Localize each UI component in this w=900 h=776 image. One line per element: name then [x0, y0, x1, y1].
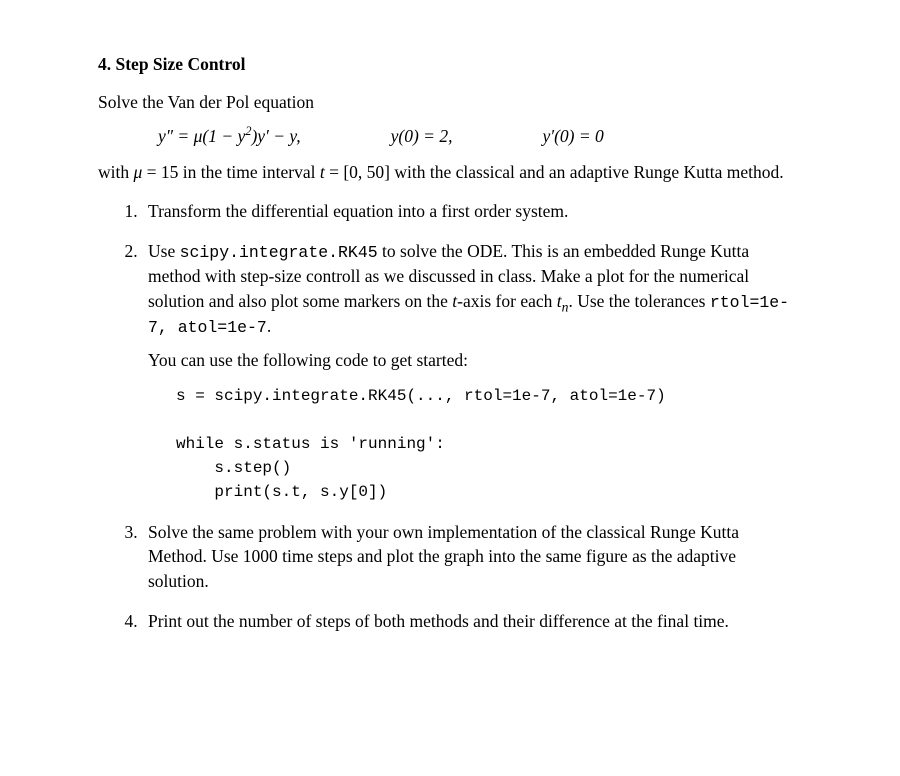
- list-item: Transform the differential equation into…: [142, 199, 790, 223]
- equation-ic2: y′(0) = 0: [542, 124, 603, 148]
- code-block: s = scipy.integrate.RK45(..., rtol=1e-7,…: [176, 384, 790, 504]
- equation-line: y″ = μ(1 − y2)y′ − y, y(0) = 2, y′(0) = …: [158, 124, 790, 148]
- intro-text: Solve the Van der Pol equation: [98, 90, 790, 114]
- document-page: 4. Step Size Control Solve the Van der P…: [0, 0, 900, 776]
- list-item: Solve the same problem with your own imp…: [142, 520, 790, 592]
- task-3-text: Solve the same problem with your own imp…: [148, 522, 739, 590]
- task-1-text: Transform the differential equation into…: [148, 201, 568, 221]
- section-title: 4. Step Size Control: [98, 52, 790, 76]
- list-item: Print out the number of steps of both me…: [142, 609, 790, 633]
- equation-ic1: y(0) = 2,: [391, 124, 453, 148]
- with-line: with μ = 15 in the time interval t = [0,…: [98, 160, 790, 184]
- equation-ode: y″ = μ(1 − y2)y′ − y,: [158, 124, 301, 148]
- task-list: Transform the differential equation into…: [98, 199, 790, 633]
- task-2-text: Use scipy.integrate.RK45 to solve the OD…: [148, 241, 789, 337]
- task-2-subtext: You can use the following code to get st…: [148, 348, 790, 372]
- task-4-text: Print out the number of steps of both me…: [148, 611, 729, 631]
- list-item: Use scipy.integrate.RK45 to solve the OD…: [142, 239, 790, 505]
